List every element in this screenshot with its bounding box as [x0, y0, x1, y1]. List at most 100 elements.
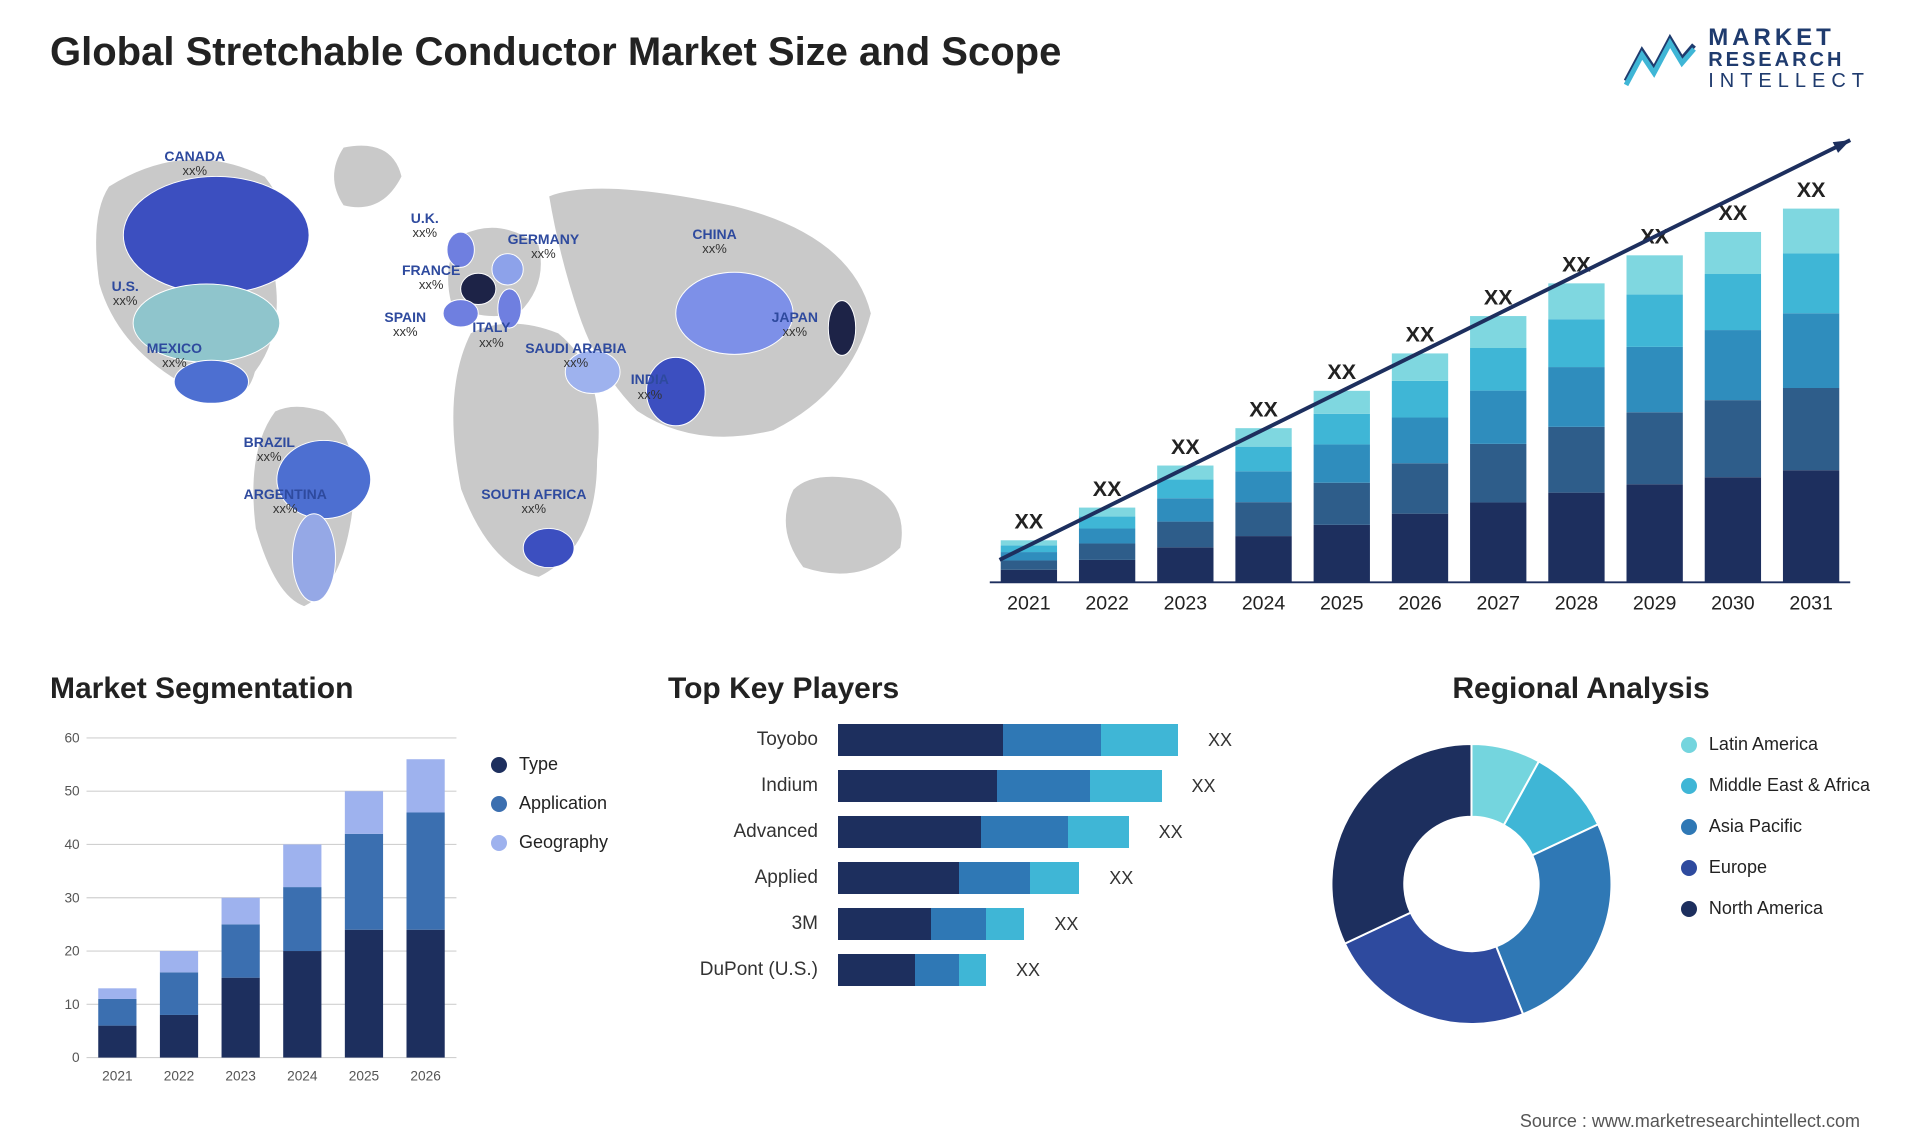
logo-line1: MARKET — [1708, 25, 1870, 50]
donut-legend: Latin America Middle East & Africa Asia Pa… — [1681, 724, 1870, 1049]
legend-item-geography: Geography — [491, 832, 628, 853]
map-label-spain: SPAINxx% — [384, 310, 426, 340]
map-label-germany: GERMANYxx% — [508, 232, 580, 262]
main-forecast-chart: XX 2021 XX 2022 XX 2023 XX 2024 XX 2025 XX 2026 XX 20… — [970, 112, 1870, 632]
legend-item-type: Type — [491, 754, 628, 775]
brand-logo: MARKET RESEARCH INTELLECT — [1624, 25, 1870, 92]
map-label-brazil: BRAZILxx% — [244, 435, 295, 465]
player-value: XX — [1192, 776, 1216, 797]
player-row: Toyobo XX — [668, 724, 1232, 756]
svg-text:2022: 2022 — [164, 1069, 194, 1084]
svg-text:2022: 2022 — [1085, 593, 1128, 615]
regional-panel: Regional Analysis Latin America Middle Ea… — [1292, 672, 1870, 1092]
region-legend-item: Middle East & Africa — [1681, 775, 1870, 796]
svg-text:2025: 2025 — [1320, 593, 1364, 615]
svg-text:XX: XX — [1484, 286, 1513, 310]
donut-chart — [1292, 724, 1651, 1049]
player-value: XX — [1054, 914, 1078, 935]
player-row: DuPont (U.S.) XX — [668, 954, 1232, 986]
segmentation-legend: Type Application Geography — [491, 724, 628, 1094]
svg-text:40: 40 — [64, 837, 80, 852]
svg-text:XX: XX — [1093, 477, 1122, 501]
regional-title: Regional Analysis — [1292, 672, 1870, 706]
segmentation-title: Market Segmentation — [50, 672, 628, 706]
map-label-france: FRANCExx% — [402, 263, 460, 293]
player-bar — [838, 816, 1129, 848]
segmentation-chart: 0 10 20 30 40 50 60 2021 2022 2023 2024 2025 2026 — [50, 724, 461, 1094]
player-bar — [838, 908, 1024, 940]
segmentation-panel: Market Segmentation 0 10 20 30 40 50 60 2021 202… — [50, 672, 628, 1092]
map-label-u-s-: U.S.xx% — [112, 279, 139, 309]
page-title: Global Stretchable Conductor Market Size… — [50, 30, 1061, 75]
map-label-u-k-: U.K.xx% — [411, 211, 439, 241]
svg-text:2028: 2028 — [1555, 593, 1599, 615]
svg-text:2029: 2029 — [1633, 593, 1676, 615]
svg-text:0: 0 — [72, 1050, 80, 1065]
player-name: Applied — [668, 867, 818, 889]
players-panel: Top Key Players ToyoboXXIndiumXXAdvanced… — [668, 672, 1252, 1092]
svg-text:20: 20 — [64, 944, 80, 959]
map-label-italy: ITALYxx% — [472, 320, 510, 350]
svg-text:XX: XX — [1327, 360, 1356, 384]
svg-text:2031: 2031 — [1789, 593, 1832, 615]
svg-text:2024: 2024 — [287, 1069, 318, 1084]
player-row: Applied XX — [668, 862, 1232, 894]
svg-text:60: 60 — [64, 731, 80, 746]
source-label: Source : www.marketresearchintellect.com — [1520, 1111, 1860, 1132]
svg-text:XX: XX — [1406, 323, 1435, 347]
svg-text:2023: 2023 — [225, 1069, 256, 1084]
player-row: 3M XX — [668, 908, 1232, 940]
map-label-japan: JAPANxx% — [772, 310, 818, 340]
player-name: Indium — [668, 775, 818, 797]
player-value: XX — [1016, 960, 1040, 981]
map-label-argentina: ARGENTINAxx% — [244, 487, 327, 517]
player-name: Advanced — [668, 821, 818, 843]
svg-text:2023: 2023 — [1164, 593, 1208, 615]
svg-text:30: 30 — [64, 891, 80, 906]
svg-text:2021: 2021 — [1007, 593, 1050, 615]
region-legend-item: Europe — [1681, 857, 1870, 878]
region-legend-item: Latin America — [1681, 734, 1870, 755]
player-row: Indium XX — [668, 770, 1232, 802]
svg-text:XX: XX — [1015, 510, 1044, 534]
svg-text:XX: XX — [1171, 435, 1200, 459]
map-label-south-africa: SOUTH AFRICAxx% — [481, 487, 586, 517]
svg-text:50: 50 — [64, 784, 80, 799]
logo-icon — [1624, 31, 1696, 87]
logo-line3: INTELLECT — [1708, 71, 1870, 92]
player-value: XX — [1159, 822, 1183, 843]
svg-text:2026: 2026 — [410, 1069, 441, 1084]
player-name: DuPont (U.S.) — [668, 959, 818, 981]
player-row: Advanced XX — [668, 816, 1232, 848]
player-value: XX — [1109, 868, 1133, 889]
legend-item-application: Application — [491, 793, 628, 814]
region-legend-item: North America — [1681, 898, 1870, 919]
player-bar — [838, 724, 1178, 756]
map-label-mexico: MEXICOxx% — [147, 341, 202, 371]
world-map — [50, 112, 930, 632]
world-map-panel: CANADAxx% U.S.xx% MEXICOxx% BRAZILxx% ARGENT… — [50, 112, 930, 632]
player-name: Toyobo — [668, 729, 818, 751]
logo-line2: RESEARCH — [1708, 50, 1870, 71]
svg-text:10: 10 — [64, 997, 80, 1012]
svg-text:XX: XX — [1249, 398, 1278, 422]
svg-text:2026: 2026 — [1398, 593, 1442, 615]
map-label-canada: CANADAxx% — [164, 149, 225, 179]
region-legend-item: Asia Pacific — [1681, 816, 1870, 837]
svg-text:XX: XX — [1797, 178, 1826, 202]
players-chart: ToyoboXXIndiumXXAdvancedXXAppliedXX3MXXD… — [668, 724, 1252, 986]
map-label-china: CHINAxx% — [692, 227, 736, 257]
map-label-india: INDIAxx% — [631, 372, 669, 402]
player-bar — [838, 954, 986, 986]
map-label-saudi-arabia: SAUDI ARABIAxx% — [525, 341, 626, 371]
svg-text:2027: 2027 — [1476, 593, 1519, 615]
player-bar — [838, 770, 1162, 802]
player-value: XX — [1208, 730, 1232, 751]
player-name: 3M — [668, 913, 818, 935]
player-bar — [838, 862, 1079, 894]
svg-text:2021: 2021 — [102, 1069, 132, 1084]
svg-text:2025: 2025 — [349, 1069, 380, 1084]
players-title: Top Key Players — [668, 672, 1252, 706]
svg-text:2030: 2030 — [1711, 593, 1755, 615]
svg-text:2024: 2024 — [1242, 593, 1286, 615]
